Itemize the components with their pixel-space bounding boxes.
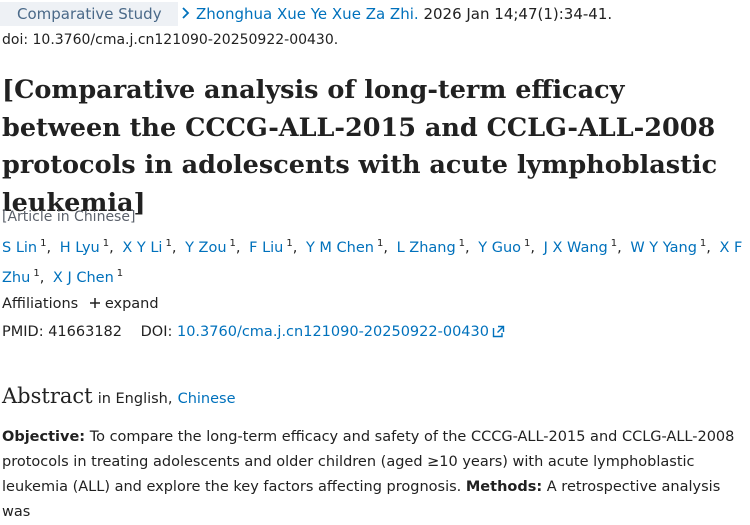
pmid: 41663182 <box>48 324 123 340</box>
article-title: [Comparative analysis of long-term effic… <box>2 75 718 218</box>
separator: , <box>39 270 45 286</box>
section-label: Methods: <box>465 479 543 495</box>
affiliations: Affiliations expand <box>2 296 159 312</box>
author: H Lyu 1, <box>59 238 114 256</box>
author-name[interactable]: Y M Chen <box>305 240 374 256</box>
author-name[interactable]: L Zhang <box>396 240 456 256</box>
affiliation-number: 1 <box>102 238 110 249</box>
citation: 2026 Jan 14;47(1):34-41. <box>423 5 613 23</box>
separator: , <box>292 240 298 256</box>
abstract-title: Abstract <box>2 384 93 408</box>
affiliation-number: 1 <box>229 238 236 249</box>
author: X F Zhu 1, <box>2 240 742 286</box>
author: J X Wang 1, <box>543 238 622 256</box>
affiliation-number: 1 <box>699 238 707 249</box>
section-text: To compare the long-term efficacy and sa… <box>2 429 735 495</box>
affiliation-number: 1 <box>116 268 124 279</box>
separator: , <box>706 240 711 256</box>
author-name[interactable]: H Lyu <box>59 240 100 256</box>
plus-icon <box>89 298 100 308</box>
article-language: [Article in Chinese] <box>2 209 136 225</box>
author-name[interactable]: J X Wang <box>543 240 608 256</box>
pmid-label: PMID: <box>2 324 44 340</box>
abstract-language: in English, <box>97 391 173 407</box>
doi-link[interactable]: 10.3760/cma.j.cn121090-20250922-00430 <box>176 324 489 340</box>
external-link-icon <box>492 325 505 338</box>
author: Y M Chen 1, <box>305 238 388 256</box>
author-name[interactable]: Y Guo <box>478 240 522 256</box>
author-name[interactable]: W Y Yang <box>630 240 697 256</box>
expand-button[interactable]: expand <box>89 296 159 312</box>
author-name[interactable]: X Y Li <box>122 240 163 256</box>
journal-line: Zhonghua Xue Ye Xue Za Zhi. 2026 Jan 14;… <box>180 2 612 26</box>
author: X Y Li 1, <box>122 238 177 256</box>
separator: , <box>530 240 536 256</box>
doi-label: DOI: <box>140 324 173 340</box>
author: Y Guo 1, <box>478 238 536 256</box>
author: S Lin 1, <box>2 238 52 256</box>
abstract-alt-language[interactable]: Chinese <box>177 391 236 407</box>
author-name[interactable]: S Lin <box>2 240 38 256</box>
separator: , <box>235 240 241 256</box>
separator: , <box>617 240 622 256</box>
affiliation-number: 1 <box>165 238 172 249</box>
separator: , <box>383 240 388 256</box>
author: X J Chen 1 <box>52 268 124 286</box>
separator: , <box>109 240 114 256</box>
separator: , <box>46 240 52 256</box>
author: Y Zou 1, <box>185 238 241 256</box>
affiliation-number: 1 <box>524 238 531 249</box>
author-name[interactable]: X F Zhu <box>2 240 743 286</box>
author-name[interactable]: F Liu <box>249 240 284 256</box>
author: W Y Yang 1, <box>630 238 711 256</box>
affiliation-number: 1 <box>40 238 47 249</box>
separator: , <box>171 240 177 256</box>
affiliation-number: 1 <box>376 238 384 249</box>
author-name[interactable]: Y Zou <box>185 240 227 256</box>
doi-line: doi: 10.3760/cma.j.cn121090-20250922-004… <box>2 32 339 48</box>
author: F Liu 1, <box>249 238 298 256</box>
affiliation-number: 1 <box>458 238 466 249</box>
affiliations-label: Affiliations <box>2 296 79 312</box>
abstract-heading: Abstract in English, Chinese <box>2 384 236 408</box>
abstract-text: Objective: To compare the long-term effi… <box>2 425 750 525</box>
author: L Zhang 1, <box>396 238 470 256</box>
separator: , <box>465 240 470 256</box>
affiliation-number: 1 <box>610 238 618 249</box>
author-list: S Lin 1, H Lyu 1, X Y Li 1, Y Zou 1, F Liu 1,… <box>2 231 750 291</box>
author-name[interactable]: X J Chen <box>52 270 114 286</box>
affiliation-number: 1 <box>33 268 40 279</box>
chevron-icon <box>182 7 190 19</box>
article-type-badge[interactable]: Comparative Study <box>0 2 178 26</box>
affiliation-number: 1 <box>286 238 293 249</box>
expand-label: expand <box>104 296 159 312</box>
section-label: Objective: <box>2 429 86 445</box>
identifiers: PMID: 41663182 DOI: 10.3760/cma.j.cn1210… <box>2 324 505 340</box>
journal-link[interactable]: Zhonghua Xue Ye Xue Za Zhi. <box>196 5 419 23</box>
